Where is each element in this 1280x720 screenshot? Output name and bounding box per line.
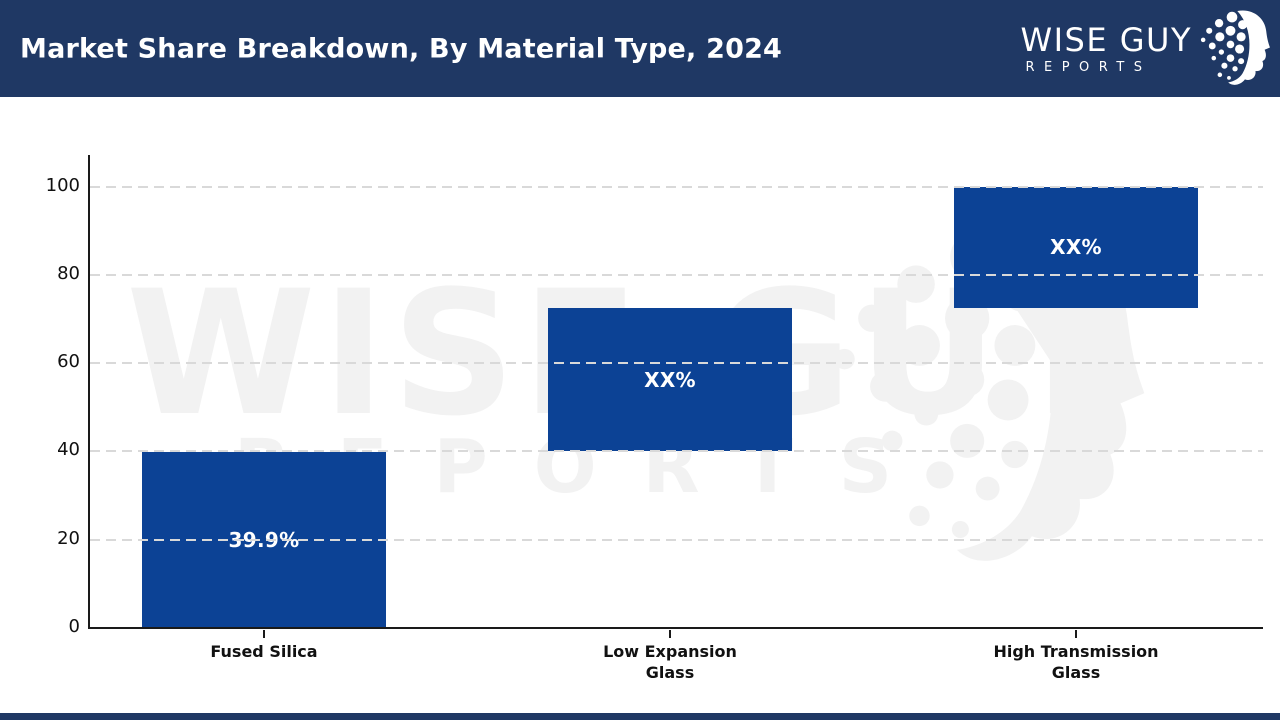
footer-bar xyxy=(0,713,1280,720)
header: Market Share Breakdown, By Material Type… xyxy=(0,0,1280,97)
gridline-40 xyxy=(90,450,1263,453)
x-tick xyxy=(669,630,671,638)
y-tick-label: 60 xyxy=(57,351,80,373)
x-axis-label: Low Expansion Glass xyxy=(555,641,785,683)
logo-wiseguy-text: WISE GUY xyxy=(1020,21,1192,60)
y-tick-label: 0 xyxy=(68,616,80,637)
y-axis-line xyxy=(88,155,90,628)
page-title: Market Share Breakdown, By Material Type… xyxy=(20,33,783,64)
logo-reports-text: REPORTS xyxy=(1025,59,1152,75)
x-axis-label-line: Fused Silica xyxy=(210,642,318,661)
logo-head-icon xyxy=(1200,10,1270,85)
y-tick-label: 40 xyxy=(57,439,80,461)
x-axis-label-line: Glass xyxy=(645,663,695,683)
y-tick-label: 80 xyxy=(57,262,80,284)
gridline-20 xyxy=(90,538,1263,541)
bar-value-label: XX% xyxy=(644,367,696,392)
gridline-60 xyxy=(90,362,1263,365)
y-tick-label: 100 xyxy=(45,174,80,196)
bar-value-label: XX% xyxy=(1050,235,1102,260)
logo-wordmark: WISE GUY REPORTS xyxy=(1020,21,1192,75)
y-tick-label: 20 xyxy=(57,527,80,549)
x-axis-label-line: Low Expansion xyxy=(603,642,737,661)
bar-1: XX% xyxy=(548,307,792,452)
x-axis-line xyxy=(88,627,1263,629)
gridline-100 xyxy=(90,185,1263,188)
x-axis-label-line: High Transmission xyxy=(993,642,1159,661)
x-axis-label-line: Glass xyxy=(1051,663,1101,683)
x-axis-label: High Transmission Glass xyxy=(961,641,1191,683)
x-axis-label: Fused Silica xyxy=(149,641,379,662)
gridline-80 xyxy=(90,273,1263,276)
bar-2: XX% xyxy=(954,186,1198,308)
x-tick xyxy=(263,630,265,638)
plot-area: 0 20 40 60 80 100 39.9% Fused Silica XX% Low Expa… xyxy=(0,97,1280,713)
logo: WISE GUY REPORTS xyxy=(1020,6,1270,92)
x-tick xyxy=(1075,630,1077,638)
